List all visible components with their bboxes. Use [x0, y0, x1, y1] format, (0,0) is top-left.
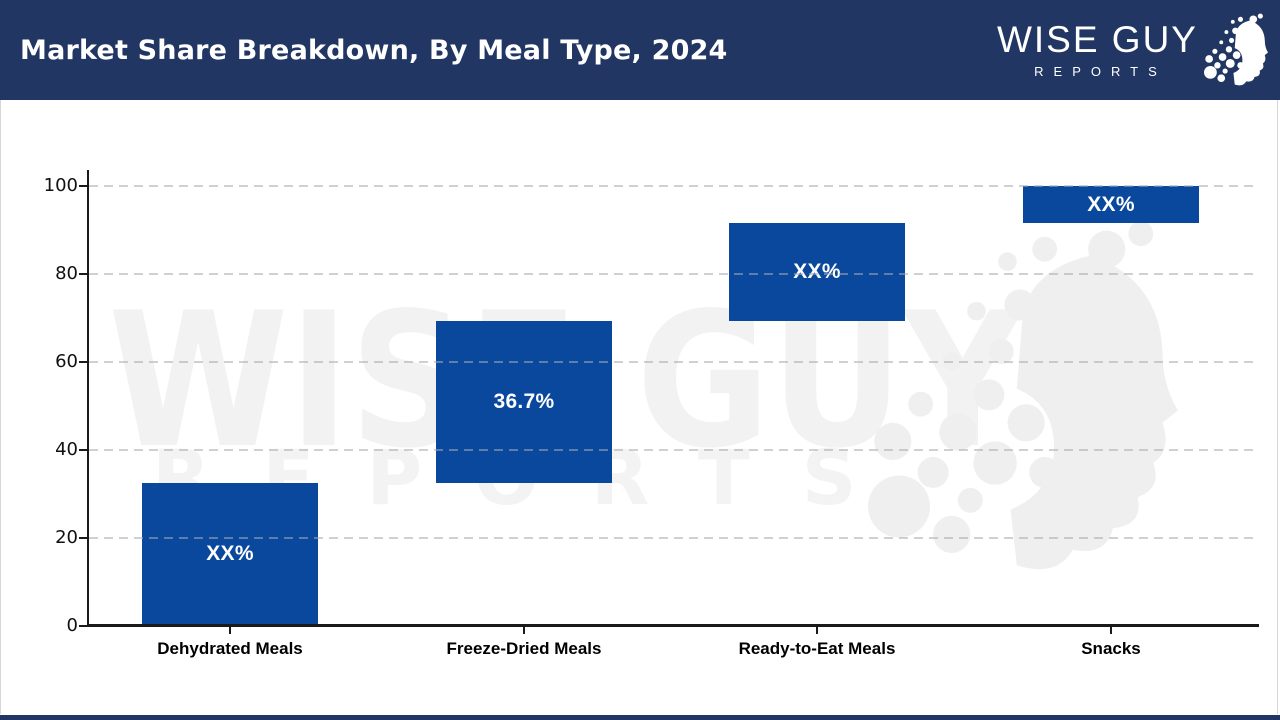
bar-value-label: 36.7%: [493, 389, 555, 413]
x-axis-line: [87, 624, 1259, 627]
y-axis-tick-label: 100: [43, 175, 78, 196]
gridline-20: [89, 537, 1258, 539]
watermark-face-icon: [868, 221, 1178, 570]
bar-value-label: XX%: [206, 542, 254, 566]
y-tick-20: [79, 537, 87, 539]
brand-name: WISE GUY: [996, 19, 1198, 60]
y-tick-60: [79, 361, 87, 363]
footer-accent-bar: [0, 715, 1280, 720]
y-axis-tick-label: 0: [66, 615, 78, 636]
y-axis-line: [87, 170, 89, 627]
x-tick-1: [523, 627, 525, 634]
x-axis-label-snacks: Snacks: [1081, 639, 1141, 658]
gridline-100: [89, 185, 1258, 187]
y-tick-100: [79, 185, 87, 187]
bar-value-label: XX%: [793, 260, 841, 284]
bar-snacks: XX%: [1023, 186, 1199, 224]
y-axis-tick-label: 40: [55, 439, 78, 460]
y-tick-40: [79, 449, 87, 451]
y-axis-tick-label: 60: [55, 351, 78, 372]
x-tick-0: [229, 627, 231, 634]
wise-guy-face-icon: [1204, 13, 1268, 86]
bar-value-label: XX%: [1087, 192, 1135, 216]
y-axis-tick-label: 20: [55, 527, 78, 548]
bar-dehydrated-meals: XX%: [142, 482, 318, 626]
x-axis-label-freeze-dried-meals: Freeze-Dried Meals: [446, 639, 602, 658]
gridline-40: [89, 449, 1258, 451]
x-axis-label-dehydrated-meals: Dehydrated Meals: [157, 639, 303, 658]
header-bar: Market Share Breakdown, By Meal Type, 20…: [0, 0, 1280, 100]
x-tick-2: [816, 627, 818, 634]
brand-subtitle: REPORTS: [1034, 64, 1167, 79]
y-axis-tick-label: 80: [55, 263, 78, 284]
y-tick-0: [79, 625, 87, 627]
gridline-60: [89, 361, 1258, 363]
brand-logo-text: WISE GUY REPORTS: [997, 21, 1198, 79]
y-tick-80: [79, 273, 87, 275]
x-tick-3: [1110, 627, 1112, 634]
bar-freeze-dried-meals: 36.7%: [436, 321, 612, 483]
bar-ready-to-eat-meals: XX%: [729, 223, 905, 322]
x-axis-label-ready-to-eat-meals: Ready-to-Eat Meals: [738, 639, 896, 658]
chart-title: Market Share Breakdown, By Meal Type, 20…: [20, 34, 728, 66]
gridline-80: [89, 273, 1258, 275]
brand-logo: WISE GUY REPORTS: [997, 0, 1268, 100]
